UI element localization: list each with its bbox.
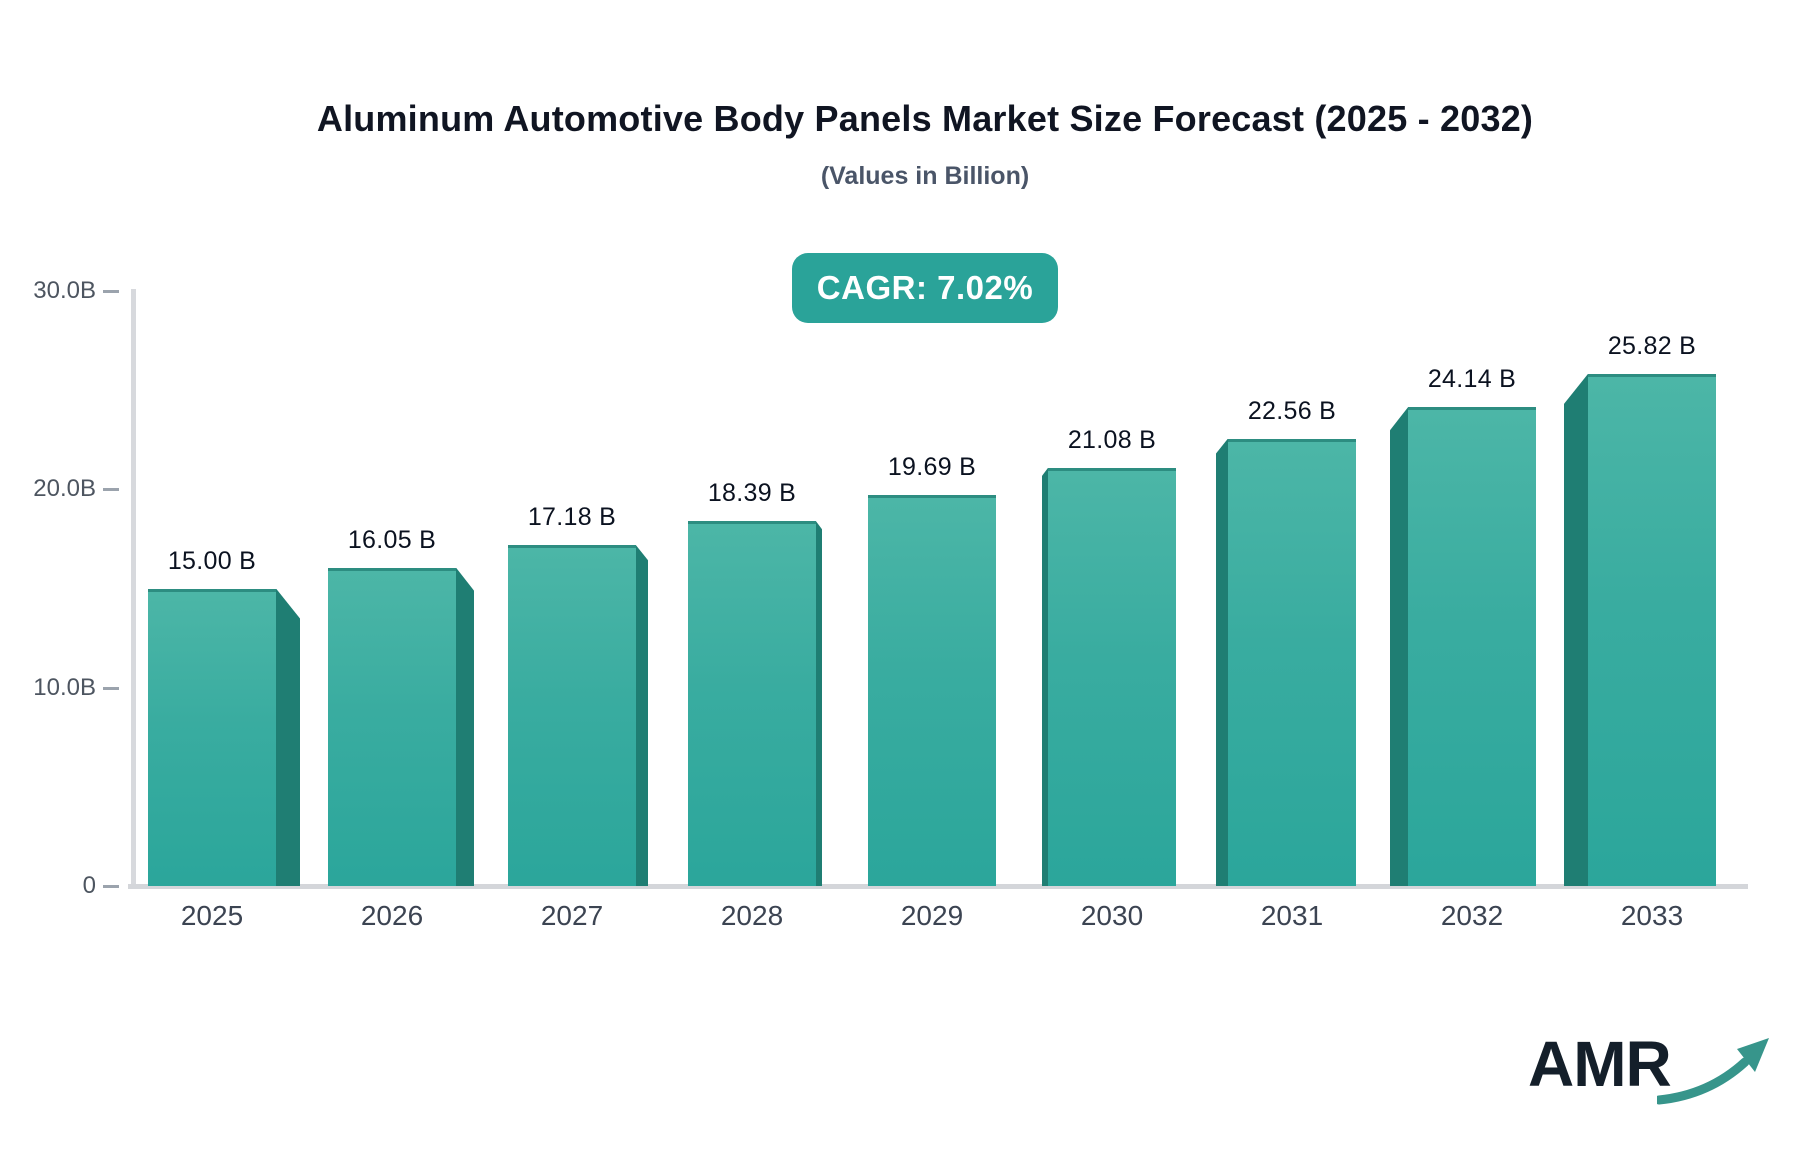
x-axis-label-2033: 2033	[1620, 900, 1684, 931]
y-axis-tick	[103, 686, 119, 690]
bar-2029	[868, 495, 996, 886]
bar-side	[636, 545, 648, 886]
bar-2031	[1228, 438, 1356, 886]
bar-value-label: 24.14 B	[1427, 365, 1517, 394]
y-axis-tick	[103, 885, 119, 888]
bar-side	[276, 588, 300, 886]
x-axis-label-2025: 2025	[180, 900, 244, 931]
bar-2025	[148, 588, 276, 886]
y-axis-tick	[103, 290, 119, 293]
bar-2026	[328, 567, 456, 886]
bar-value-label: 25.82 B	[1607, 331, 1697, 360]
x-axis-label-2032: 2032	[1440, 900, 1504, 931]
x-axis-label-2029: 2029	[900, 900, 964, 931]
x-axis-label-2028: 2028	[720, 900, 784, 931]
bar-value-label: 18.39 B	[707, 479, 797, 508]
y-axis-tick-label: 0	[82, 872, 96, 899]
bar-2030	[1048, 467, 1176, 886]
y-axis-tick-label: 10.0B	[33, 673, 96, 701]
x-axis-line	[128, 884, 1748, 889]
bar-value-label: 21.08 B	[1067, 425, 1157, 454]
bar-value-label: 17.18 B	[527, 503, 617, 532]
bar-value-label: 19.69 B	[887, 453, 977, 482]
bar-2027	[508, 545, 636, 886]
amr-logo: AMR	[1528, 1032, 1777, 1106]
bar-side	[1390, 407, 1408, 886]
page-subtitle: (Values in Billion)	[820, 162, 1030, 190]
page-title: Aluminum Automotive Body Panels Market S…	[316, 98, 1534, 139]
y-axis-tick	[103, 488, 119, 492]
bar-2032	[1408, 407, 1536, 886]
x-axis-label-2030: 2030	[1080, 900, 1144, 931]
amr-logo-text: AMR	[1528, 1028, 1672, 1100]
bar-side	[456, 567, 474, 886]
y-axis-line	[131, 289, 136, 888]
bar-value-label: 22.56 B	[1247, 396, 1337, 425]
y-axis-tick-label: 30.0B	[33, 277, 96, 304]
bar-side	[816, 521, 822, 886]
bar-side	[1216, 438, 1228, 886]
bar-side	[1564, 373, 1588, 886]
bar-2033	[1588, 373, 1716, 886]
bar-value-label: 16.05 B	[347, 525, 437, 554]
bar-2028	[688, 521, 816, 886]
bar-value-label: 15.00 B	[167, 546, 257, 575]
cagr-badge: CAGR: 7.02%	[792, 253, 1058, 323]
bar-side	[1042, 467, 1048, 886]
y-axis-tick-label: 20.0B	[33, 475, 96, 503]
x-axis-label-2027: 2027	[540, 900, 604, 931]
x-axis-label-2026: 2026	[360, 900, 424, 931]
x-axis-label-2031: 2031	[1260, 900, 1324, 931]
logo-swoosh-icon	[1656, 1038, 1769, 1105]
